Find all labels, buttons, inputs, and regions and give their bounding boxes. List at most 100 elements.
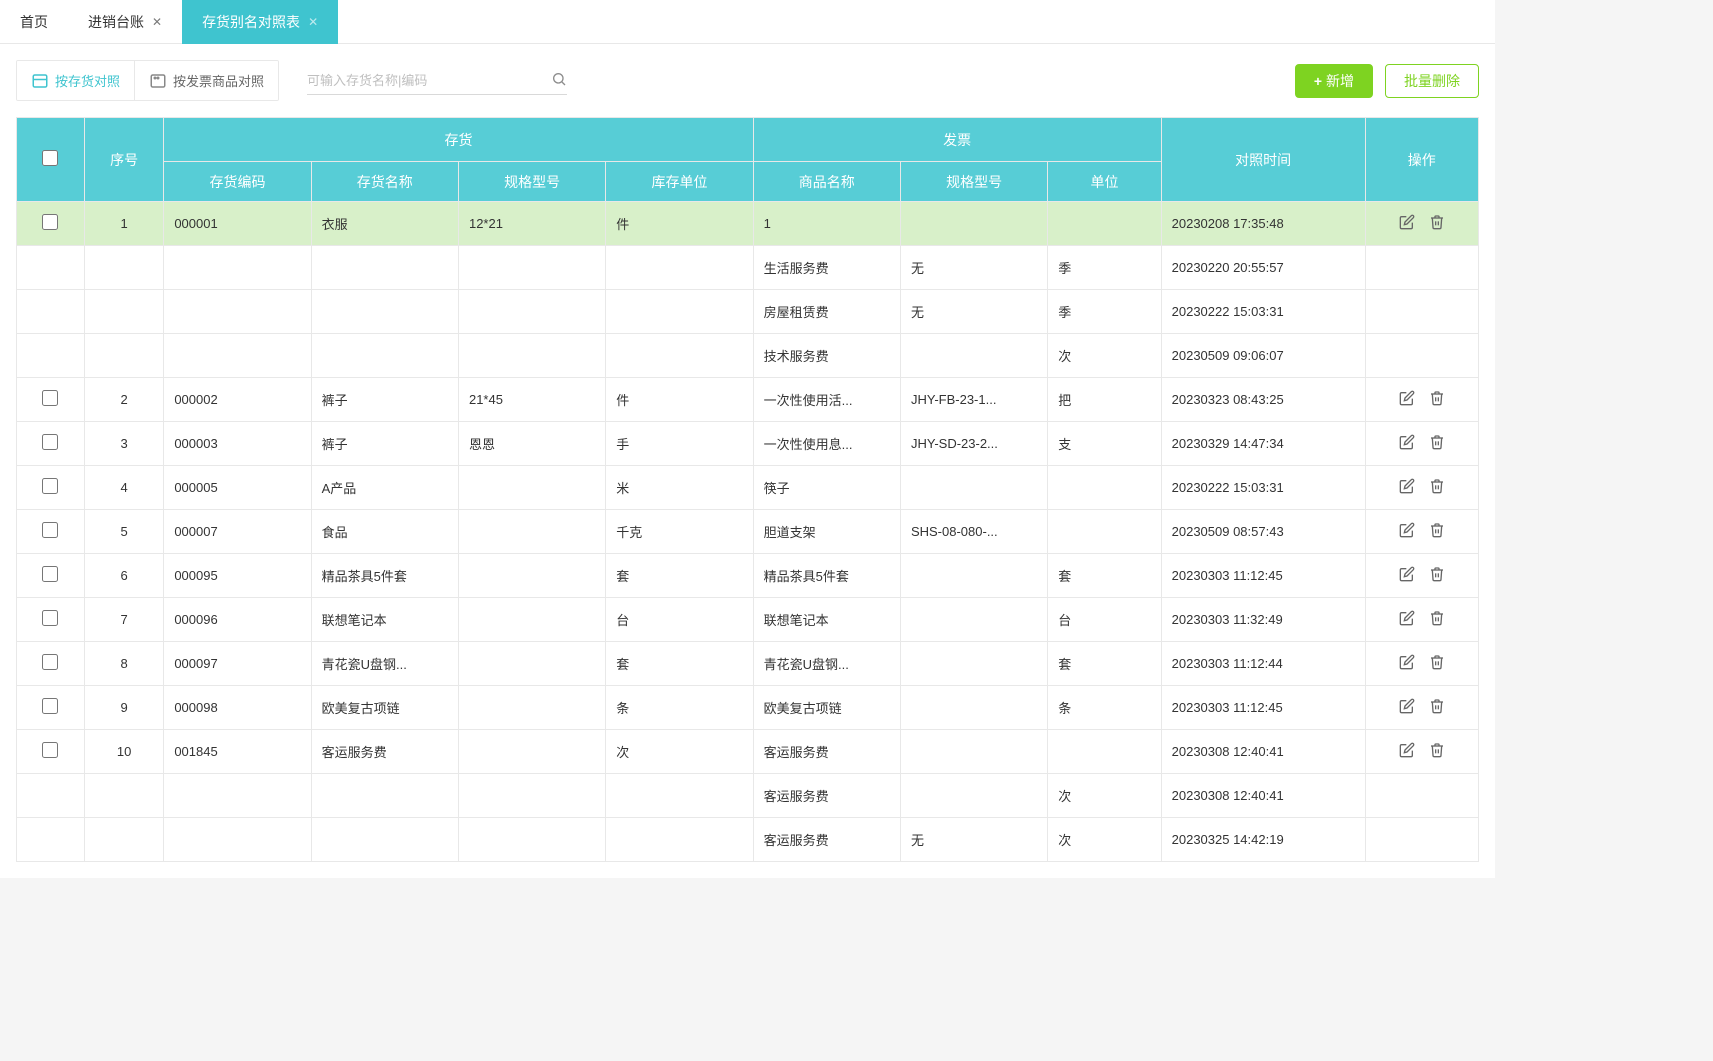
- row-checkbox[interactable]: [42, 566, 58, 582]
- row-checkbox[interactable]: [42, 742, 58, 758]
- delete-icon[interactable]: [1429, 698, 1445, 717]
- top-tab[interactable]: 进销台账 ✕: [68, 0, 182, 44]
- row-checkbox[interactable]: [42, 214, 58, 230]
- cell-pname: 客运服务费: [753, 818, 900, 862]
- delete-icon[interactable]: [1429, 566, 1445, 585]
- edit-icon[interactable]: [1399, 698, 1415, 717]
- edit-icon[interactable]: [1399, 390, 1415, 409]
- cell-code: 001845: [164, 730, 311, 774]
- search-input[interactable]: [307, 73, 551, 88]
- cell-spec: [458, 466, 605, 510]
- cell-checkbox: [17, 818, 85, 862]
- cell-code: [164, 334, 311, 378]
- table-body: 1000001衣服12*21件120230208 17:35:48生活服务费无季…: [17, 202, 1479, 862]
- tab-label: 进销台账: [88, 12, 144, 32]
- header-ops: 操作: [1365, 118, 1478, 202]
- cell-spec: [458, 334, 605, 378]
- row-checkbox[interactable]: [42, 434, 58, 450]
- row-actions: [1399, 434, 1445, 453]
- cell-checkbox: [17, 378, 85, 422]
- plus-icon: +: [1314, 73, 1322, 89]
- table-head: 序号 存货 发票 对照时间 操作 存货编码 存货名称 规格型号 库存单位 商品名…: [17, 118, 1479, 202]
- cell-ops: [1365, 378, 1478, 422]
- row-checkbox[interactable]: [42, 610, 58, 626]
- cell-pspec: [900, 598, 1047, 642]
- edit-icon[interactable]: [1399, 214, 1415, 233]
- table-row: 技术服务费次20230509 09:06:07: [17, 334, 1479, 378]
- cell-time: 20230303 11:12:45: [1161, 554, 1365, 598]
- cell-seq: [84, 774, 163, 818]
- cell-code: [164, 246, 311, 290]
- table-row: 生活服务费无季20230220 20:55:57: [17, 246, 1479, 290]
- delete-icon[interactable]: [1429, 610, 1445, 629]
- cell-punit: [1048, 202, 1161, 246]
- top-tab[interactable]: 存货别名对照表✕: [182, 0, 338, 44]
- delete-icon[interactable]: [1429, 654, 1445, 673]
- select-all-checkbox[interactable]: [42, 150, 58, 166]
- edit-icon[interactable]: [1399, 610, 1415, 629]
- close-icon[interactable]: ✕: [152, 15, 162, 29]
- cell-pspec: JHY-FB-23-1...: [900, 378, 1047, 422]
- table-row: 3000003裤子恩恩手一次性使用息...JHY-SD-23-2...支2023…: [17, 422, 1479, 466]
- cell-punit: 条: [1048, 686, 1161, 730]
- row-actions: [1399, 610, 1445, 629]
- row-checkbox[interactable]: [42, 698, 58, 714]
- subtab[interactable]: 按存货对照: [17, 61, 134, 100]
- cell-name: [311, 246, 458, 290]
- cell-unit: 手: [606, 422, 753, 466]
- delete-icon[interactable]: [1429, 742, 1445, 761]
- cell-pname: 一次性使用活...: [753, 378, 900, 422]
- cell-ops: [1365, 686, 1478, 730]
- delete-icon[interactable]: [1429, 434, 1445, 453]
- edit-icon[interactable]: [1399, 522, 1415, 541]
- subtab[interactable]: 按发票商品对照: [134, 61, 278, 100]
- cell-pspec: [900, 730, 1047, 774]
- cell-ops: [1365, 202, 1478, 246]
- cell-seq: 9: [84, 686, 163, 730]
- edit-icon[interactable]: [1399, 742, 1415, 761]
- add-button[interactable]: + 新增: [1295, 64, 1373, 98]
- cell-checkbox: [17, 686, 85, 730]
- cell-spec: [458, 642, 605, 686]
- cell-unit: [606, 818, 753, 862]
- row-checkbox[interactable]: [42, 522, 58, 538]
- cell-pspec: 无: [900, 290, 1047, 334]
- batch-delete-button[interactable]: 批量删除: [1385, 64, 1479, 98]
- cell-seq: 7: [84, 598, 163, 642]
- row-checkbox[interactable]: [42, 390, 58, 406]
- edit-icon[interactable]: [1399, 654, 1415, 673]
- delete-icon[interactable]: [1429, 522, 1445, 541]
- row-checkbox[interactable]: [42, 654, 58, 670]
- delete-icon[interactable]: [1429, 478, 1445, 497]
- delete-icon[interactable]: [1429, 390, 1445, 409]
- cell-checkbox: [17, 642, 85, 686]
- close-icon[interactable]: ✕: [308, 15, 318, 29]
- cell-name: 衣服: [311, 202, 458, 246]
- top-tab[interactable]: 首页: [0, 0, 68, 44]
- header-punit: 单位: [1048, 162, 1161, 202]
- cell-pspec: [900, 554, 1047, 598]
- cell-checkbox: [17, 334, 85, 378]
- cell-time: 20230325 14:42:19: [1161, 818, 1365, 862]
- row-checkbox[interactable]: [42, 478, 58, 494]
- edit-icon[interactable]: [1399, 434, 1415, 453]
- cell-ops: [1365, 246, 1478, 290]
- cell-seq: [84, 334, 163, 378]
- cell-name: 裤子: [311, 378, 458, 422]
- cell-spec: [458, 554, 605, 598]
- cell-time: 20230220 20:55:57: [1161, 246, 1365, 290]
- cell-checkbox: [17, 774, 85, 818]
- batch-delete-label: 批量删除: [1404, 71, 1460, 91]
- cell-pname: 1: [753, 202, 900, 246]
- table-row: 房屋租赁费无季20230222 15:03:31: [17, 290, 1479, 334]
- table-row: 10001845客运服务费次客运服务费20230308 12:40:41: [17, 730, 1479, 774]
- cell-name: 欧美复古项链: [311, 686, 458, 730]
- edit-icon[interactable]: [1399, 566, 1415, 585]
- row-actions: [1399, 214, 1445, 233]
- delete-icon[interactable]: [1429, 214, 1445, 233]
- cell-spec: [458, 290, 605, 334]
- cell-ops: [1365, 466, 1478, 510]
- edit-icon[interactable]: [1399, 478, 1415, 497]
- cell-seq: 10: [84, 730, 163, 774]
- search-icon[interactable]: [551, 71, 567, 90]
